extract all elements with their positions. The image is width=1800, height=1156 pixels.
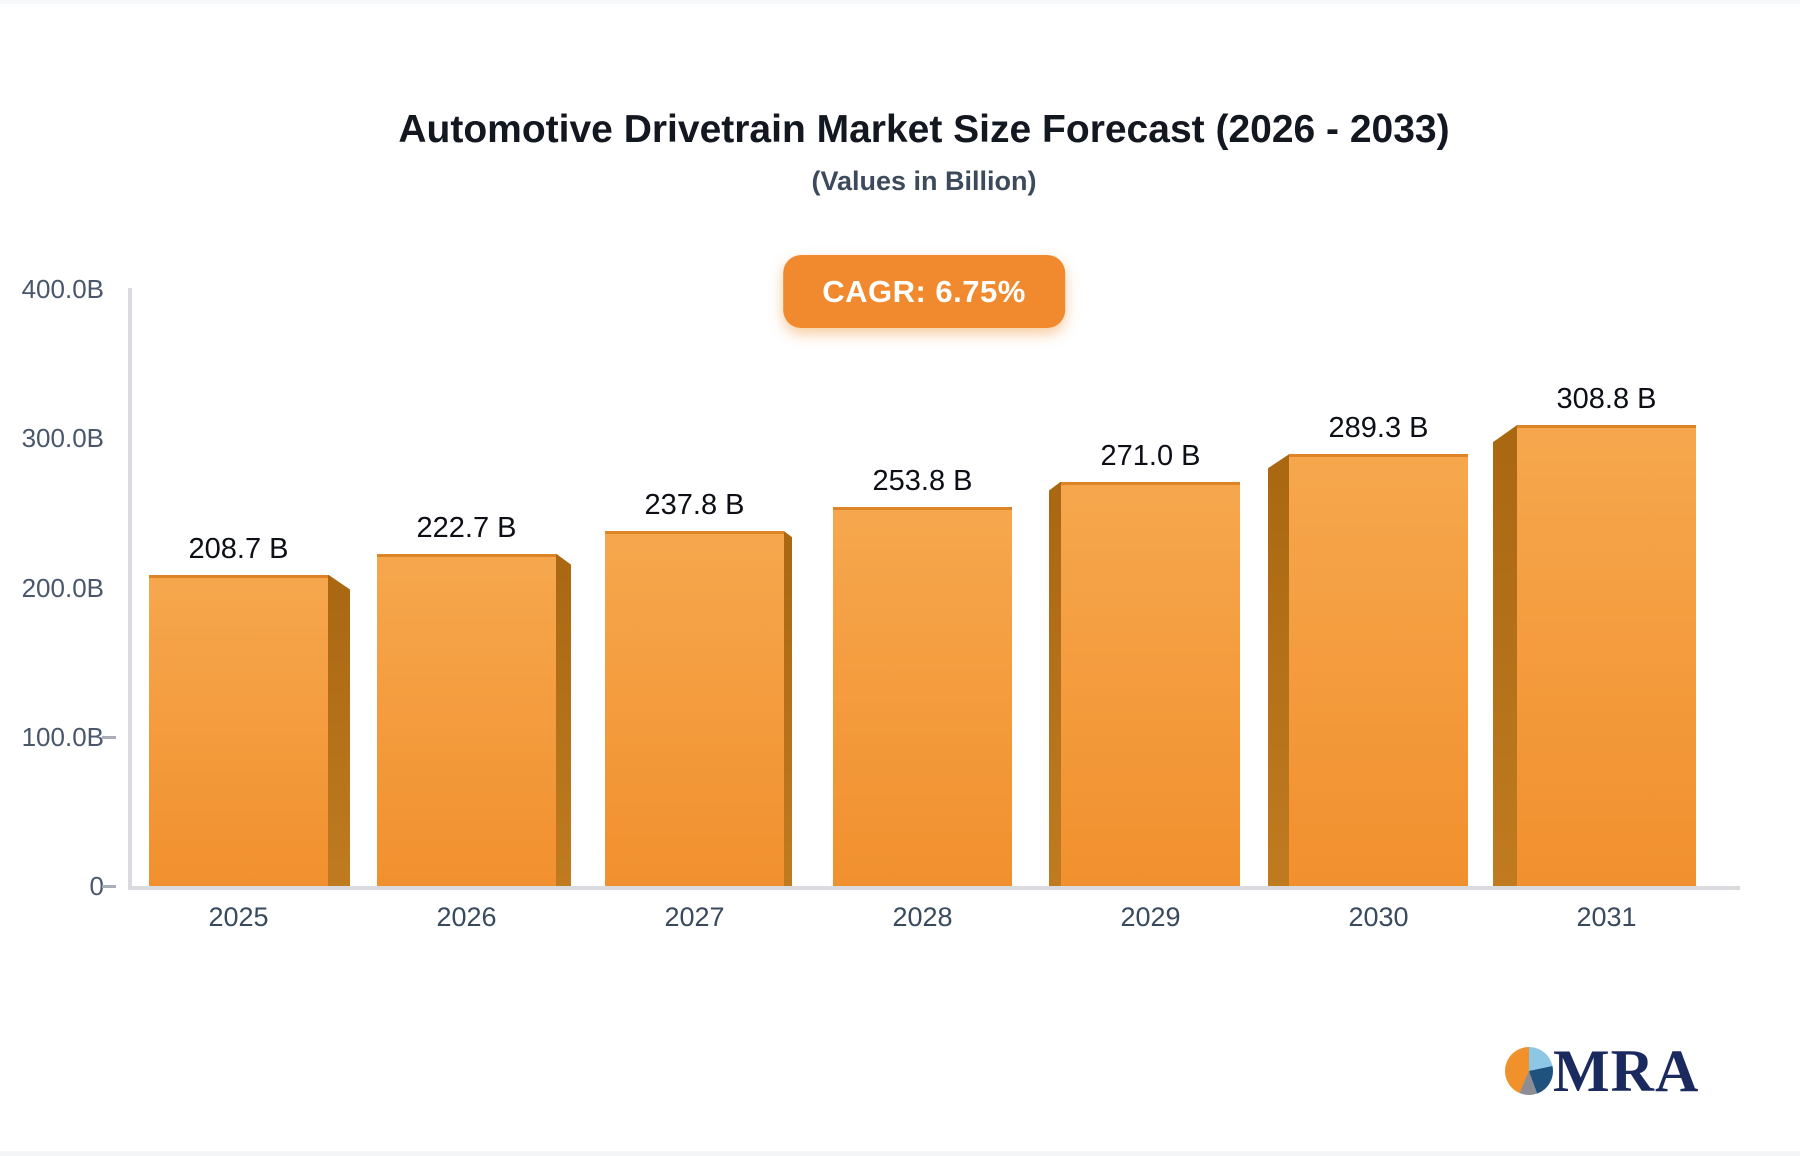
chart-title: Automotive Drivetrain Market Size Foreca…	[398, 108, 1450, 151]
chart-subtitle: (Values in Billion)	[811, 166, 1037, 196]
y-axis-label: 200.0B	[21, 572, 104, 603]
x-axis-label: 2030	[1348, 902, 1409, 932]
mra-logo: MRA	[1505, 1036, 1699, 1106]
y-axis-label: 300.0B	[21, 423, 104, 454]
x-axis-label: 2027	[664, 902, 725, 932]
bar	[833, 507, 1012, 886]
bar-value-label: 237.8 B	[644, 489, 745, 522]
x-axis-label: 2029	[1120, 902, 1181, 932]
x-axis-label: 2031	[1576, 902, 1637, 932]
bar-value-label: 308.8 B	[1556, 383, 1657, 416]
y-axis-tick	[102, 735, 116, 739]
bar	[605, 531, 784, 886]
bar-side-left	[1493, 425, 1517, 886]
x-axis-label: 2028	[892, 902, 953, 932]
bar-side-right	[328, 574, 350, 886]
cagr-badge: CAGR: 6.75%	[783, 255, 1065, 328]
pie-chart-logo-icon	[1505, 1047, 1553, 1095]
top-edge-strip	[0, 0, 1800, 4]
bar-value-label: 222.7 B	[416, 511, 517, 544]
y-axis-label: 400.0B	[21, 274, 104, 304]
bar-value-label: 253.8 B	[872, 465, 973, 498]
bar-side-right	[784, 531, 792, 886]
bar-value-label: 208.7 B	[188, 532, 289, 565]
chart-header: Automotive Drivetrain Market Size Foreca…	[0, 0, 1800, 197]
bar	[149, 574, 328, 886]
bar	[377, 553, 556, 886]
logo-text: MRA	[1553, 1038, 1700, 1104]
bar	[1517, 425, 1696, 886]
x-axis-label: 2025	[208, 902, 269, 932]
y-axis-line	[128, 288, 132, 889]
bar-side-left	[1049, 481, 1061, 886]
y-axis-label: 100.0B	[21, 721, 104, 752]
bar	[1289, 454, 1468, 886]
bar-side-left	[1268, 454, 1289, 886]
bottom-edge-strip	[0, 1151, 1800, 1156]
bar-side-right	[556, 553, 571, 886]
y-axis-label: 0	[89, 871, 104, 901]
bar	[1061, 481, 1240, 886]
x-axis-label: 2026	[436, 902, 497, 932]
x-axis-line	[128, 886, 1740, 890]
y-axis-tick	[102, 885, 116, 888]
bar-value-label: 289.3 B	[1328, 412, 1429, 445]
cagr-badge-label: CAGR: 6.75%	[822, 273, 1026, 309]
bar-value-label: 271.0 B	[1100, 439, 1201, 472]
